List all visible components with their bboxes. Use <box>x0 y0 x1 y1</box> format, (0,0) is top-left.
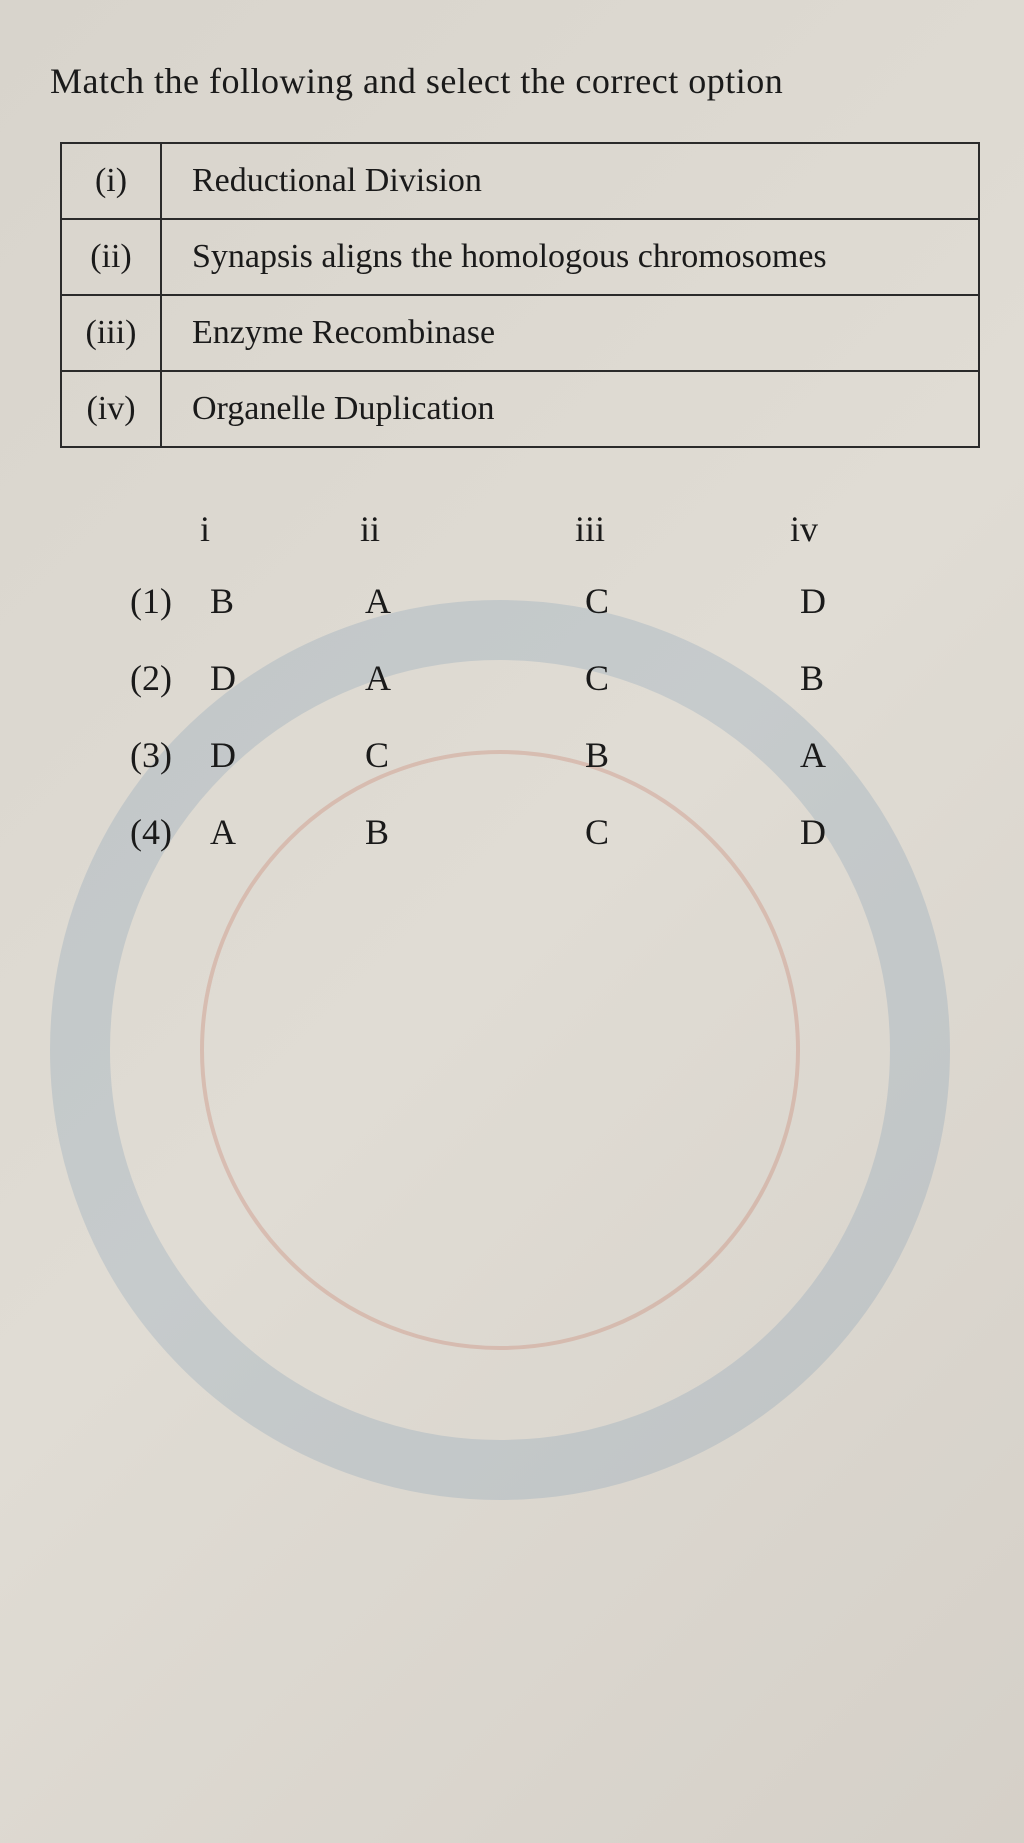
option-value: A <box>365 580 465 622</box>
option-value: B <box>800 657 900 699</box>
option-row-3[interactable]: (3) D C B A <box>130 734 974 776</box>
desc-cell: Enzyme Recombinase <box>161 295 979 371</box>
table-row: (i) Reductional Division <box>61 143 979 219</box>
option-number: (1) <box>130 580 210 622</box>
header-iii: iii <box>575 508 675 550</box>
roman-cell: (iv) <box>61 371 161 447</box>
option-value: C <box>585 811 685 853</box>
match-table: (i) Reductional Division (ii) Synapsis a… <box>60 142 980 448</box>
header-i: i <box>200 508 300 550</box>
option-value: A <box>365 657 465 699</box>
header-ii: ii <box>360 508 460 550</box>
option-row-4[interactable]: (4) A B C D <box>130 811 974 853</box>
option-value: B <box>585 734 685 776</box>
header-iv: iv <box>790 508 890 550</box>
desc-cell: Synapsis aligns the homologous chromosom… <box>161 219 979 295</box>
option-value: C <box>365 734 465 776</box>
option-value: A <box>800 734 900 776</box>
option-value: D <box>210 734 310 776</box>
desc-cell: Reductional Division <box>161 143 979 219</box>
option-row-1[interactable]: (1) B A C D <box>130 580 974 622</box>
roman-cell: (ii) <box>61 219 161 295</box>
option-number: (4) <box>130 811 210 853</box>
option-value: D <box>210 657 310 699</box>
option-number: (2) <box>130 657 210 699</box>
question-content: Match the following and select the corre… <box>50 60 974 853</box>
roman-cell: (iii) <box>61 295 161 371</box>
header-row: i ii iii iv <box>140 508 974 550</box>
answer-section: i ii iii iv (1) B A C D (2) D A C B (3) … <box>130 508 974 853</box>
option-value: C <box>585 657 685 699</box>
roman-cell: (i) <box>61 143 161 219</box>
option-value: A <box>210 811 310 853</box>
option-row-2[interactable]: (2) D A C B <box>130 657 974 699</box>
option-number: (3) <box>130 734 210 776</box>
option-value: D <box>800 580 900 622</box>
option-value: B <box>365 811 465 853</box>
table-row: (iv) Organelle Duplication <box>61 371 979 447</box>
table-row: (ii) Synapsis aligns the homologous chro… <box>61 219 979 295</box>
option-value: B <box>210 580 310 622</box>
option-value: D <box>800 811 900 853</box>
table-row: (iii) Enzyme Recombinase <box>61 295 979 371</box>
desc-cell: Organelle Duplication <box>161 371 979 447</box>
question-title: Match the following and select the corre… <box>50 60 974 102</box>
option-value: C <box>585 580 685 622</box>
